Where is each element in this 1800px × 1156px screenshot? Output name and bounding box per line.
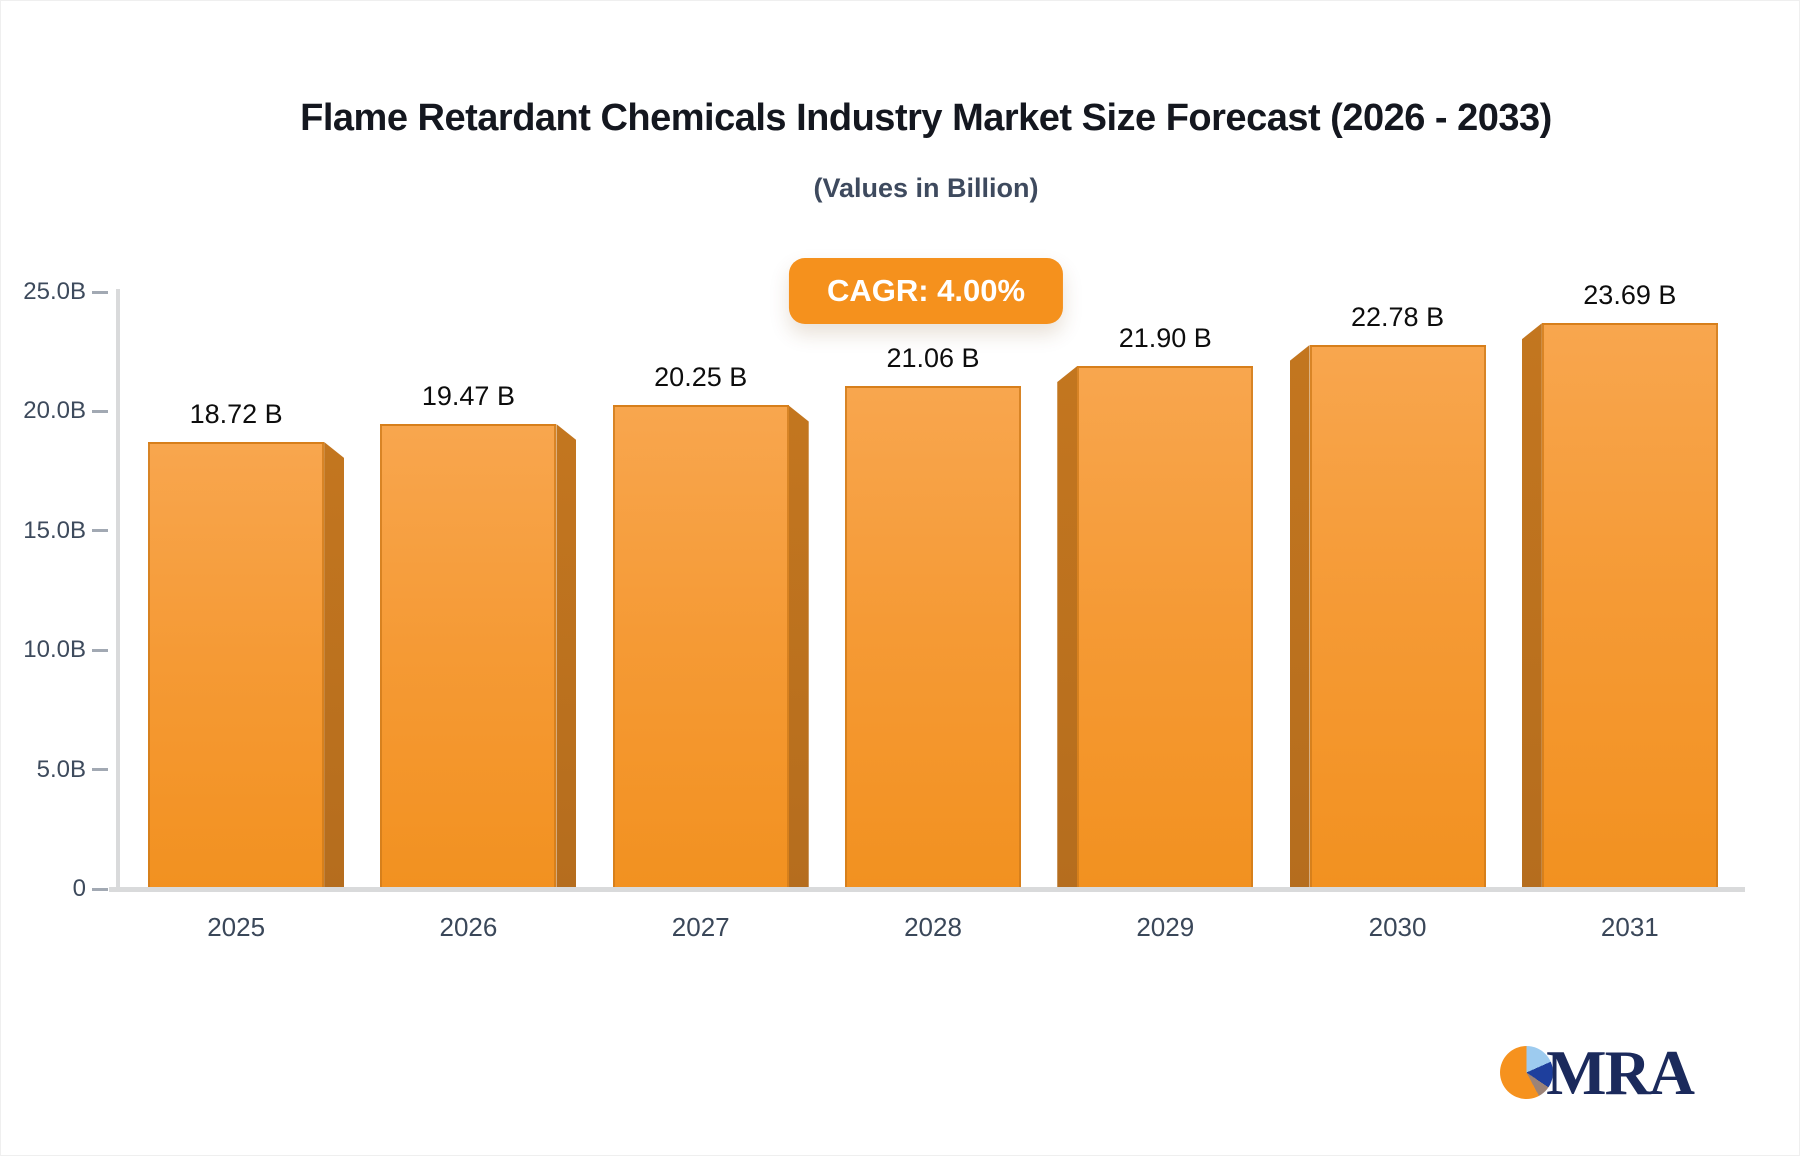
y-axis-label: 10.0B <box>23 636 86 664</box>
bar-face <box>1077 366 1254 889</box>
y-axis-tick <box>92 648 108 652</box>
y-axis-label: 5.0B <box>36 755 86 783</box>
bar-3d-side <box>788 405 809 889</box>
bar-column-2025: 18.72 B 2025 <box>120 292 352 942</box>
y-axis-tick <box>92 409 108 413</box>
bar-face <box>844 386 1021 889</box>
logo-text: MRA <box>1546 1037 1695 1108</box>
y-axis-label: 0 <box>72 875 86 902</box>
plot-area: 18.72 B 2025 19.47 B 2026 20.25 B 2027 21.06 B… <box>23 278 1746 942</box>
x-axis-label-2031: 2031 <box>1600 912 1659 942</box>
y-axis-line <box>116 289 120 892</box>
cagr-badge: CAGR: 4.00% <box>788 258 1064 324</box>
bar-2028: 21.06 B <box>844 343 1021 889</box>
y-axis-label: 25.0B <box>23 278 86 305</box>
bar-face <box>1309 345 1486 889</box>
bar-column-2031: 23.69 B 2031 <box>1514 280 1746 942</box>
bar-value-label: 20.25 B <box>654 362 748 393</box>
bars-container: 18.72 B 2025 19.47 B 2026 20.25 B 2027 21.06 B… <box>120 280 1746 942</box>
x-axis-label-2029: 2029 <box>1136 912 1195 942</box>
bar-face <box>1541 323 1718 889</box>
bar-3d-side <box>556 424 577 889</box>
y-axis-label: 20.0B <box>23 397 86 425</box>
x-axis-label-2028: 2028 <box>904 912 962 942</box>
bar-column-2028: 21.06 B 2028 <box>817 292 1049 942</box>
bar-column-2026: 19.47 B 2026 <box>352 292 584 942</box>
bar-3d-side <box>324 441 345 889</box>
y-axis-tick <box>92 887 108 891</box>
x-axis-label-2030: 2030 <box>1368 912 1427 942</box>
bar-column-2030: 22.78 B 2030 <box>1281 292 1513 942</box>
y-axis-label: 15.0B <box>23 516 86 544</box>
y-axis-tick <box>92 529 108 533</box>
bar-value-label: 18.72 B <box>189 398 283 429</box>
bar-column-2027: 20.25 B 2027 <box>585 292 817 942</box>
bar-2031: 23.69 B <box>1521 280 1718 889</box>
y-axis-tick <box>92 768 108 772</box>
bar-3d-side <box>1289 345 1310 889</box>
bar-2025: 18.72 B <box>148 399 345 889</box>
bar-face <box>612 405 789 889</box>
x-axis-label-2027: 2027 <box>671 912 730 942</box>
bar-2030: 22.78 B <box>1289 302 1486 889</box>
bar-column-2029: 21.90 B 2029 <box>1049 292 1281 942</box>
x-axis-label-2025: 2025 <box>207 912 266 942</box>
bar-face <box>380 424 557 889</box>
bar-2029: 21.90 B <box>1057 323 1254 889</box>
bar-2027: 20.25 B <box>612 362 809 889</box>
x-axis-baseline <box>109 887 1745 892</box>
y-axis-tick <box>92 290 108 294</box>
chart-title: Flame Retardant Chemicals Industry Marke… <box>300 97 1552 139</box>
bar-value-label: 21.06 B <box>886 343 980 374</box>
bar-value-label: 23.69 B <box>1583 280 1677 311</box>
pie-chart-logo-icon <box>1500 1046 1554 1099</box>
bar-face <box>148 441 325 889</box>
chart-subtitle: (Values in Billion) <box>813 173 1039 203</box>
mra-logo: MRA <box>1500 1037 1695 1108</box>
bar-2026: 19.47 B <box>380 381 577 889</box>
bar-value-label: 21.90 B <box>1118 323 1212 354</box>
bar-value-label: 22.78 B <box>1351 302 1445 333</box>
bar-value-label: 19.47 B <box>421 381 515 412</box>
bar-3d-side <box>1057 366 1078 889</box>
x-axis-label-2026: 2026 <box>439 912 498 942</box>
bar-3d-side <box>1521 323 1542 889</box>
